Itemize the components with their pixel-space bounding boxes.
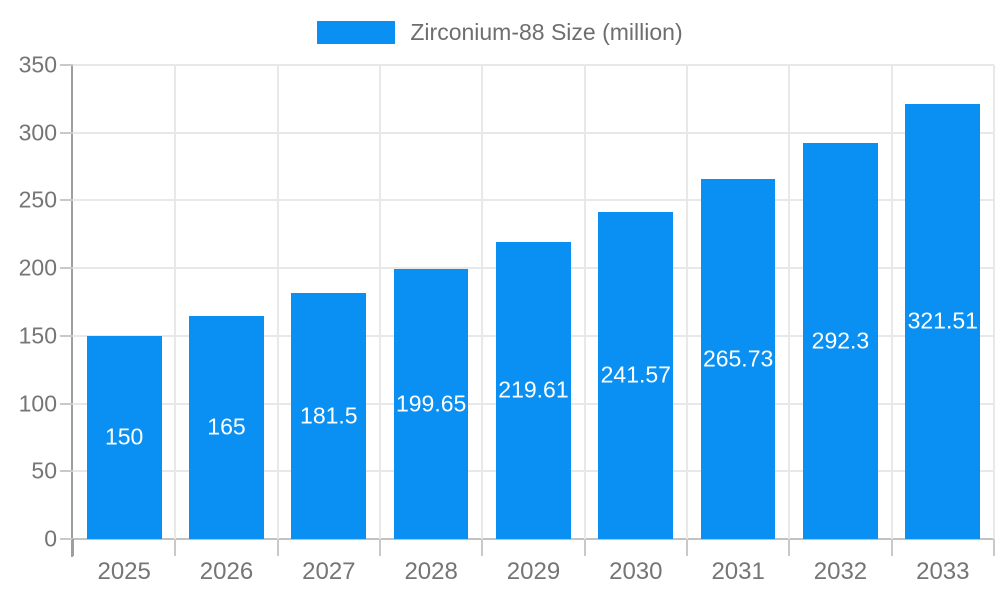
y-tick-label: 0	[44, 525, 57, 552]
x-tick-mark	[685, 539, 688, 556]
bar-column: 165 2026	[175, 65, 277, 585]
x-tick-mark	[174, 539, 177, 556]
bar-value-label: 199.65	[395, 390, 467, 417]
bar-value-label: 292.3	[811, 327, 870, 354]
x-tick-mark	[890, 539, 893, 556]
bar-column: 219.61 2029	[482, 65, 584, 585]
y-tick-label: 200	[18, 254, 57, 281]
y-tick-mark	[60, 470, 73, 473]
y-tick-mark	[60, 402, 73, 405]
bar-2028[interactable]: 199.65	[393, 268, 469, 539]
bar-column: 292.3 2032	[789, 65, 891, 585]
y-tick-label: 100	[18, 390, 57, 417]
bar-value-label: 265.73	[702, 345, 774, 372]
bar-2032[interactable]: 292.3	[803, 143, 878, 539]
x-tick-label: 2027	[302, 558, 356, 585]
y-tick-mark	[60, 267, 73, 270]
v-gridline	[993, 65, 995, 539]
x-tick-label: 2028	[404, 558, 458, 585]
bar-value-label: 165	[207, 413, 246, 440]
bar-column: 265.73 2031	[687, 65, 789, 585]
x-tick-mark	[788, 539, 791, 556]
bar-value-label: 150	[104, 423, 144, 450]
y-tick-label: 150	[18, 322, 57, 349]
bar-value-label: 219.61	[498, 376, 569, 403]
x-tick-mark	[481, 539, 484, 556]
x-axis-baseline	[73, 538, 994, 540]
x-tick-mark	[993, 539, 995, 556]
x-tick-label: 2033	[916, 558, 970, 585]
x-tick-mark	[72, 539, 74, 556]
v-gridline	[583, 65, 586, 539]
bar-column: 199.65 2028	[380, 65, 482, 585]
bar-column: 150 2025	[73, 65, 175, 585]
bar-2031[interactable]: 265.73	[700, 179, 776, 539]
y-tick-mark	[60, 334, 73, 337]
bar-value-label: 241.57	[600, 361, 671, 388]
x-tick-label: 2030	[609, 558, 663, 585]
v-gridline	[174, 65, 177, 539]
x-tick-mark	[276, 539, 279, 556]
bar-2029[interactable]: 219.61	[496, 241, 571, 539]
bar-2030[interactable]: 241.57	[598, 211, 674, 539]
h-gridline	[73, 64, 994, 66]
bar-column: 181.5 2027	[278, 65, 380, 585]
v-gridline	[378, 65, 381, 539]
bar-2026[interactable]: 165	[189, 315, 264, 539]
v-gridline	[481, 65, 484, 539]
bar-2033[interactable]: 321.51	[905, 103, 981, 539]
bar-column: 321.51 2033	[892, 65, 994, 585]
x-tick-label: 2029	[506, 558, 561, 585]
y-tick-mark	[60, 131, 73, 134]
bar-value-label: 321.51	[907, 307, 978, 334]
legend-label: Zirconium-88 Size (million)	[410, 19, 683, 45]
x-tick-label: 2031	[711, 558, 765, 585]
y-tick-label: 300	[18, 119, 57, 146]
y-tick-mark	[60, 538, 73, 540]
y-tick-label: 250	[18, 186, 57, 213]
y-tick-mark	[60, 199, 73, 202]
x-tick-mark	[583, 539, 586, 556]
y-tick-label: 350	[18, 51, 57, 78]
bar-columns: 150 2025 165 2026 181.5 2027 199.65 2028 219.61 2…	[73, 65, 994, 585]
bar-column: 241.57 2030	[585, 65, 687, 585]
v-gridline	[276, 65, 279, 539]
y-tick-mark	[60, 64, 73, 66]
legend-swatch	[317, 21, 396, 44]
plot-area: 0 50 100 150 200 250 300 350 150 2025 165 2026 181.…	[19, 52, 995, 585]
bar-2025[interactable]: 150	[86, 335, 162, 539]
y-tick-label: 50	[31, 457, 57, 484]
y-axis-line	[71, 65, 73, 557]
v-gridline	[788, 65, 791, 539]
x-tick-mark	[378, 539, 381, 556]
v-gridline	[890, 65, 893, 539]
chart-legend[interactable]: Zirconium-88 Size (million)	[0, 19, 1000, 46]
h-gridline	[73, 199, 994, 202]
x-tick-label: 2025	[97, 558, 151, 585]
h-gridline	[73, 131, 994, 134]
x-tick-label: 2032	[813, 558, 868, 585]
bar-2027[interactable]: 181.5	[291, 293, 367, 539]
v-gridline	[685, 65, 688, 539]
x-tick-label: 2026	[199, 558, 254, 585]
bar-value-label: 181.5	[300, 402, 358, 429]
